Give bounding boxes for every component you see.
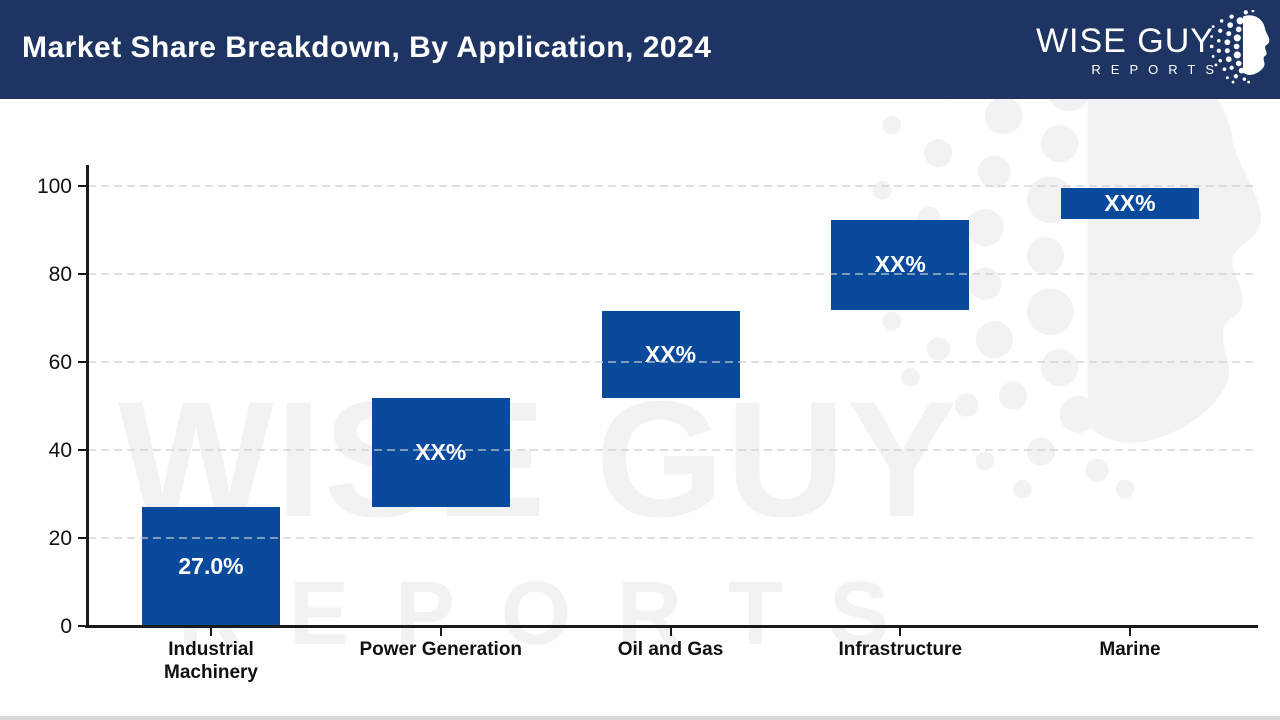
- bar-value-label-power-generation: XX%: [415, 439, 467, 466]
- y-tick-20: [78, 537, 87, 539]
- logo-wiseguy-text: WISE GUY: [1035, 21, 1214, 60]
- wise-guy-reports-logo: WISE GUY REPORTS: [1036, 8, 1270, 92]
- x-category-label-industrial-machinery: Industrial Machinery: [164, 639, 258, 683]
- bar-oil-and-gas: XX%: [601, 310, 740, 398]
- bottom-divider-band: [0, 716, 1280, 720]
- gridline-20: [88, 537, 1258, 539]
- y-tick-100: [78, 185, 87, 187]
- x-category-label-oil-and-gas: Oil and Gas: [617, 639, 724, 660]
- y-tick-label-60: 60: [48, 351, 72, 374]
- bar-infrastructure: XX%: [831, 219, 970, 311]
- y-tick-80: [78, 273, 87, 275]
- x-category-label-infrastructure: Infrastructure: [838, 639, 963, 660]
- bar-value-label-marine: XX%: [1104, 189, 1156, 216]
- y-tick-label-40: 40: [48, 439, 72, 462]
- gridline-80: [88, 273, 1258, 275]
- y-tick-60: [78, 361, 87, 363]
- gridline-60: [88, 361, 1258, 363]
- x-category-label-power-generation: Power Generation: [359, 639, 523, 660]
- header-bar: Market Share Breakdown, By Application, …: [0, 0, 1280, 99]
- bar-value-label-oil-and-gas: XX%: [644, 340, 697, 367]
- x-axis-spine: [85, 625, 1258, 628]
- bar-marine: XX%: [1061, 187, 1199, 219]
- y-tick-label-20: 20: [48, 527, 72, 550]
- y-tick-label-80: 80: [48, 263, 72, 286]
- y-tick-label-0: 0: [60, 615, 72, 638]
- y-tick-label-100: 100: [36, 175, 72, 198]
- y-tick-0: [78, 625, 87, 627]
- logo-reports-text: REPORTS: [1091, 61, 1224, 77]
- y-tick-40: [78, 449, 87, 451]
- x-category-label-marine: Marine: [1099, 639, 1161, 660]
- x-tick-oil-and-gas: [669, 627, 672, 636]
- gridline-40: [88, 449, 1258, 451]
- x-tick-industrial-machinery: [210, 627, 212, 636]
- logo-text: WISE GUY REPORTS: [1036, 24, 1214, 77]
- bar-industrial-machinery: 27.0%: [142, 507, 280, 626]
- x-tick-power-generation: [439, 627, 442, 636]
- x-tick-marine: [1129, 627, 1131, 636]
- bar-value-label-industrial-machinery: 27.0%: [178, 553, 244, 580]
- x-tick-infrastructure: [899, 627, 902, 636]
- y-axis-spine: [86, 165, 89, 627]
- page-title: Market Share Breakdown, By Application, …: [22, 31, 712, 64]
- bar-power-generation: XX%: [371, 398, 510, 508]
- gridline-100: [88, 185, 1258, 187]
